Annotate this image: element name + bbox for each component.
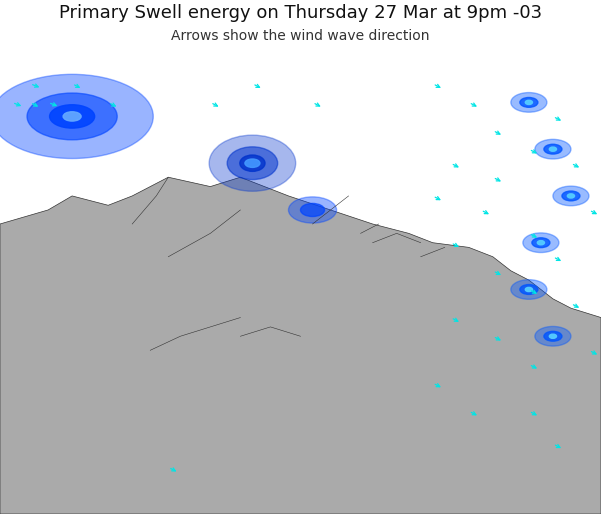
Polygon shape — [0, 177, 601, 514]
Ellipse shape — [535, 326, 571, 346]
Ellipse shape — [520, 98, 538, 107]
Ellipse shape — [544, 144, 562, 154]
Ellipse shape — [245, 159, 260, 168]
Ellipse shape — [525, 100, 532, 104]
Text: Arrows show the wind wave direction: Arrows show the wind wave direction — [171, 29, 430, 43]
Ellipse shape — [511, 93, 547, 112]
Ellipse shape — [553, 186, 589, 206]
Ellipse shape — [209, 135, 296, 191]
Ellipse shape — [27, 93, 117, 140]
Ellipse shape — [544, 332, 562, 341]
Ellipse shape — [535, 139, 571, 159]
Ellipse shape — [520, 285, 538, 295]
Ellipse shape — [511, 280, 547, 299]
Ellipse shape — [240, 155, 265, 171]
Ellipse shape — [532, 238, 550, 248]
Ellipse shape — [537, 241, 545, 245]
Ellipse shape — [525, 287, 532, 291]
Text: Primary Swell energy on Thursday 27 Mar at 9pm -03: Primary Swell energy on Thursday 27 Mar … — [59, 4, 542, 22]
Ellipse shape — [567, 194, 575, 198]
Ellipse shape — [0, 75, 153, 158]
Ellipse shape — [523, 233, 559, 252]
Ellipse shape — [63, 112, 81, 121]
Ellipse shape — [300, 204, 325, 216]
Ellipse shape — [549, 147, 557, 151]
Ellipse shape — [288, 197, 337, 223]
Ellipse shape — [227, 147, 278, 179]
Ellipse shape — [49, 105, 95, 128]
Ellipse shape — [549, 334, 557, 338]
Ellipse shape — [562, 191, 580, 201]
